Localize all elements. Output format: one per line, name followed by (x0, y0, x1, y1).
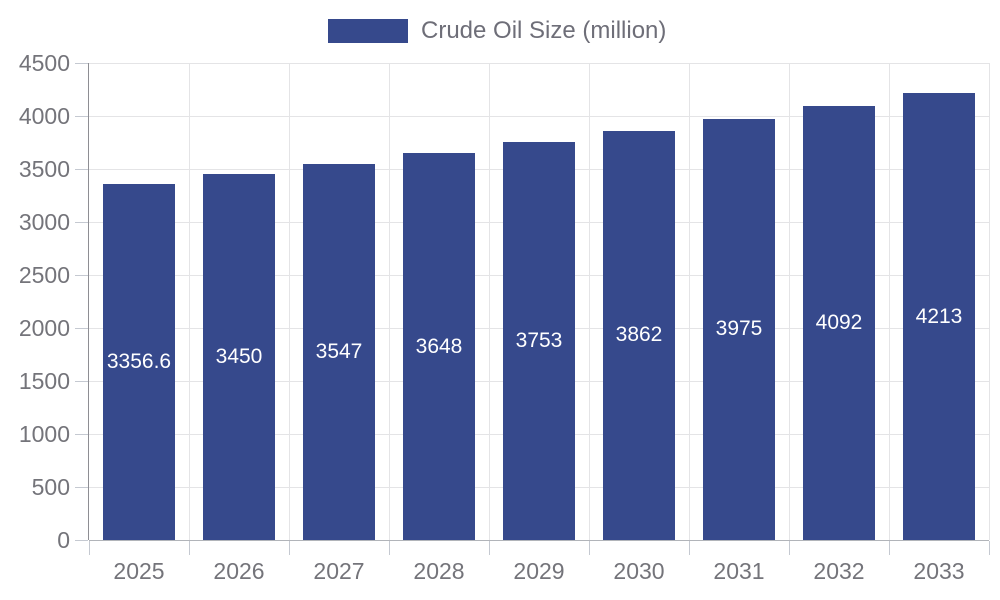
bar-value-label: 3547 (315, 340, 363, 363)
y-axis-tick (75, 116, 88, 117)
bar-2033[interactable] (903, 93, 975, 540)
y-axis-tick (75, 540, 88, 541)
x-axis-tick (789, 541, 790, 555)
y-axis-tick (75, 222, 88, 223)
plot-area: 3356.6 3450 3547 3648 3753 3862 3975 4092 4213 (89, 63, 990, 540)
y-axis-tick-label: 2000 (18, 315, 70, 341)
x-axis-tick-label: 2030 (613, 558, 665, 584)
y-axis-tick-label: 3500 (18, 156, 70, 182)
gridline-horizontal (89, 116, 989, 117)
gridline-vertical (489, 63, 490, 540)
y-axis-tick (75, 381, 88, 382)
x-axis-tick (589, 541, 590, 555)
x-axis-tick-label: 2025 (113, 558, 165, 584)
y-axis-tick-label: 1000 (18, 421, 70, 447)
x-axis-tick-label: 2028 (413, 558, 465, 584)
gridline-vertical (689, 63, 690, 540)
bar-2032[interactable] (803, 106, 875, 540)
x-axis-tick (389, 541, 390, 555)
x-axis-tick (289, 541, 290, 555)
x-axis-tick (689, 541, 690, 555)
x-axis-tick-label: 2029 (513, 558, 565, 584)
x-axis-line (89, 540, 989, 541)
gridline-vertical (989, 63, 990, 540)
x-axis-tick-label: 2033 (913, 558, 965, 584)
bar-value-label: 3975 (715, 317, 763, 341)
gridline-vertical (889, 63, 890, 540)
gridline-vertical (389, 63, 390, 540)
bar-2025[interactable] (103, 184, 175, 540)
x-axis-tick-label: 2032 (813, 558, 865, 584)
y-axis-tick-label: 1500 (18, 368, 70, 394)
y-axis-tick (75, 275, 88, 276)
bar-value-label: 4213 (915, 304, 963, 328)
bar-2028[interactable] (403, 153, 475, 540)
y-axis-tick (75, 328, 88, 329)
bar-2029[interactable] (503, 142, 575, 540)
y-axis-line (88, 63, 89, 540)
y-axis-tick-label: 4000 (18, 103, 70, 129)
y-axis-tick (75, 487, 88, 488)
y-axis-tick (75, 169, 88, 170)
x-axis-tick-label: 2026 (213, 558, 265, 584)
y-axis-tick-label: 500 (31, 474, 70, 500)
legend-item[interactable]: Crude Oil Size (million) (328, 18, 666, 44)
legend-swatch-icon (328, 19, 408, 43)
y-axis-tick-label: 4500 (18, 50, 70, 76)
gridline-horizontal (89, 63, 989, 64)
y-axis-tick (75, 434, 88, 435)
bar-value-label: 4092 (815, 311, 863, 335)
x-axis-tick (189, 541, 190, 555)
gridline-vertical (589, 63, 590, 540)
gridline-vertical (189, 63, 190, 540)
bar-2030[interactable] (603, 130, 675, 540)
x-axis-tick (489, 541, 490, 555)
y-axis-tick (75, 63, 88, 64)
gridline-vertical (289, 63, 290, 540)
x-axis-tick (89, 541, 90, 555)
bar-value-label: 3450 (215, 345, 263, 369)
legend-label: Crude Oil Size (million) (421, 17, 667, 44)
bar-value-label: 3753 (515, 329, 563, 353)
bar-value-label: 3648 (415, 334, 463, 358)
x-axis-tick-label: 2027 (313, 558, 365, 584)
y-axis-tick-label: 0 (57, 527, 70, 553)
bar-2031[interactable] (703, 118, 775, 540)
y-axis-tick-label: 2500 (18, 262, 70, 288)
y-axis-tick-label: 3000 (18, 209, 70, 235)
x-axis-tick (889, 541, 890, 555)
bar-2027[interactable] (303, 164, 375, 540)
gridline-vertical (789, 63, 790, 540)
bar-value-label: 3862 (615, 323, 663, 347)
x-axis-tick-label: 2031 (713, 558, 765, 584)
bar-2026[interactable] (203, 174, 275, 540)
bar-value-label: 3356.6 (106, 350, 172, 374)
x-axis-tick (989, 541, 990, 555)
